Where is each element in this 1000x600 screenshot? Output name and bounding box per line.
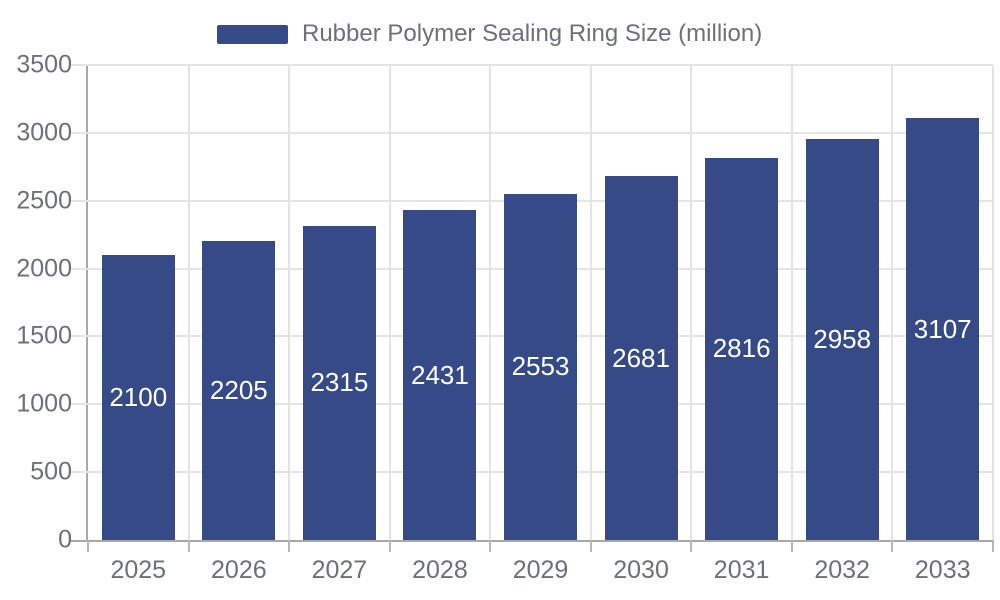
x-gridline xyxy=(891,65,894,540)
bar-value-label: 2431 xyxy=(411,359,469,390)
x-axis-tick-label: 2031 xyxy=(713,556,770,584)
x-axis-tick xyxy=(187,540,190,552)
x-axis-tick-label: 2030 xyxy=(613,556,669,584)
y-axis-tick-label: 2000 xyxy=(16,254,72,283)
bar[interactable]: 2205 xyxy=(202,240,276,540)
y-gridline xyxy=(70,64,993,66)
x-axis-tick xyxy=(790,540,793,552)
x-gridline xyxy=(388,65,391,540)
x-axis-tick xyxy=(690,540,693,552)
y-axis-tick-label: 1500 xyxy=(16,321,72,350)
y-gridline xyxy=(70,131,993,134)
x-axis-tick xyxy=(87,540,89,552)
bar-value-label: 2553 xyxy=(511,351,570,382)
y-axis-tick-label: 3500 xyxy=(16,50,72,79)
x-gridline xyxy=(790,65,793,540)
x-gridline xyxy=(690,65,693,540)
bar-value-label: 2205 xyxy=(209,374,268,405)
x-gridline xyxy=(288,65,291,540)
x-axis-tick xyxy=(589,540,592,552)
y-axis-line xyxy=(86,65,88,540)
bar-value-label: 3107 xyxy=(913,313,972,344)
x-axis-tick xyxy=(489,540,492,552)
x-gridline xyxy=(489,65,492,540)
x-axis-tick-label: 2033 xyxy=(914,556,971,584)
legend-label: Rubber Polymer Sealing Ring Size (millio… xyxy=(302,20,763,47)
y-axis-tick-label: 2500 xyxy=(16,186,72,215)
bar-value-label: 2315 xyxy=(310,367,369,398)
x-axis-line xyxy=(70,540,993,542)
bar[interactable]: 2315 xyxy=(302,225,376,540)
x-axis-tick xyxy=(388,540,391,552)
plot-area: 0 500 1000 1500 2000 2500 3000 3500 2100 2025 2205… xyxy=(16,51,994,584)
y-axis-tick-label: 500 xyxy=(30,457,72,486)
bar[interactable]: 2958 xyxy=(805,138,879,540)
x-axis-tick-label: 2027 xyxy=(311,556,368,584)
x-axis-tick xyxy=(891,540,894,552)
y-axis-tick-label: 3000 xyxy=(16,118,72,147)
bar-value-label: 2816 xyxy=(712,333,771,364)
x-axis-tick-label: 2029 xyxy=(512,556,569,584)
x-axis-tick-label: 2028 xyxy=(412,556,468,584)
bar[interactable]: 2816 xyxy=(705,157,779,540)
x-gridline xyxy=(187,65,190,540)
legend-item[interactable]: Rubber Polymer Sealing Ring Size (millio… xyxy=(217,20,762,48)
bar[interactable]: 2100 xyxy=(101,255,175,540)
x-axis-tick xyxy=(288,540,291,552)
bar[interactable]: 2553 xyxy=(504,193,577,540)
x-axis-tick-label: 2026 xyxy=(211,556,267,584)
x-gridline xyxy=(992,65,994,540)
bar[interactable]: 2431 xyxy=(403,210,477,540)
y-axis-tick-label: 0 xyxy=(58,525,72,554)
bar[interactable]: 3107 xyxy=(906,118,980,540)
bar-value-label: 2681 xyxy=(612,342,670,373)
bar[interactable]: 2681 xyxy=(604,176,678,540)
x-gridline xyxy=(589,65,592,540)
bar-value-label: 2100 xyxy=(109,382,168,412)
legend-swatch-icon xyxy=(217,24,288,44)
y-axis-tick-label: 1000 xyxy=(16,389,72,418)
bar-value-label: 2958 xyxy=(813,323,872,354)
x-axis-tick-label: 2025 xyxy=(110,556,167,584)
x-axis-tick xyxy=(992,540,994,552)
x-axis-tick-label: 2032 xyxy=(814,556,870,584)
